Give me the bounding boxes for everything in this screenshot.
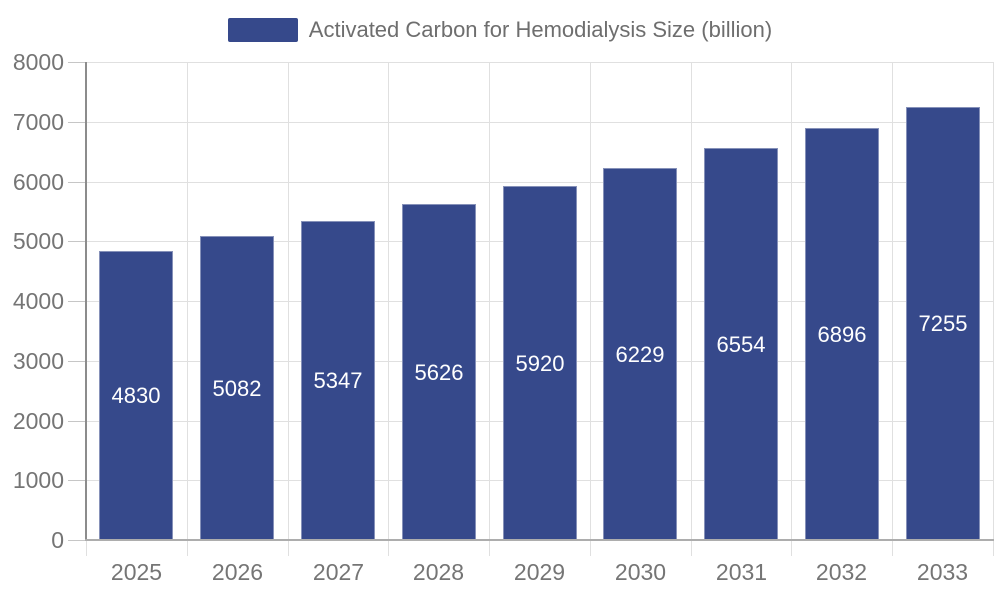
bar-value-label: 4830 bbox=[111, 383, 161, 408]
y-axis-tick bbox=[68, 361, 86, 362]
x-axis-label: 2028 bbox=[412, 559, 465, 585]
x-axis-label: 2025 bbox=[110, 559, 163, 585]
x-axis-line bbox=[85, 539, 994, 541]
x-gridline bbox=[187, 62, 188, 556]
bar-value-label: 5082 bbox=[212, 375, 262, 401]
x-axis-label: 2032 bbox=[815, 559, 868, 585]
x-axis-label: 2027 bbox=[312, 559, 365, 585]
y-axis-label: 7000 bbox=[12, 109, 64, 135]
x-gridline bbox=[691, 62, 692, 556]
y-axis-tick bbox=[68, 480, 86, 481]
bar[interactable]: 6229 bbox=[603, 168, 677, 540]
bar[interactable]: 5626 bbox=[402, 204, 476, 540]
y-axis-tick bbox=[68, 62, 86, 63]
y-axis-label: 5000 bbox=[12, 228, 64, 254]
y-axis-label: 6000 bbox=[12, 169, 64, 195]
x-gridline bbox=[489, 62, 490, 556]
y-axis-label: 2000 bbox=[12, 408, 64, 434]
y-axis-tick bbox=[68, 301, 86, 302]
x-axis-label: 2030 bbox=[614, 559, 667, 585]
x-gridline bbox=[388, 62, 389, 556]
bar[interactable]: 5920 bbox=[503, 186, 577, 540]
y-axis-label: 8000 bbox=[12, 49, 64, 75]
y-axis-label: 3000 bbox=[12, 348, 64, 374]
y-axis-label: 0 bbox=[51, 527, 64, 553]
x-axis-label: 2031 bbox=[715, 559, 768, 585]
legend-swatch-icon[interactable] bbox=[227, 18, 298, 42]
bar-value-label: 5347 bbox=[313, 368, 363, 393]
bar[interactable]: 7255 bbox=[906, 107, 980, 540]
y-axis-line bbox=[85, 62, 87, 540]
y-axis-tick bbox=[68, 182, 86, 183]
bar[interactable]: 4830 bbox=[99, 251, 173, 540]
x-gridline bbox=[993, 62, 994, 556]
legend-label[interactable]: Activated Carbon for Hemodialysis Size (… bbox=[308, 17, 773, 42]
bar-value-label: 6896 bbox=[817, 321, 867, 347]
bar[interactable]: 5347 bbox=[301, 221, 375, 540]
x-gridline bbox=[590, 62, 591, 556]
x-gridline bbox=[288, 62, 289, 556]
y-gridline bbox=[86, 122, 993, 123]
y-axis-tick bbox=[68, 122, 86, 123]
x-axis-label: 2029 bbox=[513, 559, 566, 585]
y-axis-label: 1000 bbox=[12, 467, 64, 493]
x-axis-label: 2026 bbox=[211, 559, 264, 585]
y-axis-tick bbox=[68, 540, 86, 541]
legend[interactable]: Activated Carbon for Hemodialysis Size (… bbox=[0, 17, 1000, 43]
y-axis-tick bbox=[68, 241, 86, 242]
bar[interactable]: 6896 bbox=[805, 128, 879, 540]
bar-value-label: 6229 bbox=[615, 341, 665, 367]
x-gridline bbox=[791, 62, 792, 556]
y-gridline bbox=[86, 182, 993, 183]
bar-value-label: 5626 bbox=[414, 359, 464, 385]
y-axis-label: 4000 bbox=[12, 288, 64, 314]
x-axis-label: 2033 bbox=[916, 559, 969, 585]
y-axis-tick bbox=[68, 421, 86, 422]
bar[interactable]: 6554 bbox=[704, 148, 778, 540]
bar[interactable]: 5082 bbox=[200, 236, 274, 540]
y-gridline bbox=[86, 62, 993, 63]
x-gridline bbox=[892, 62, 893, 556]
bar-value-label: 6554 bbox=[716, 331, 766, 357]
bar-value-label: 7255 bbox=[918, 311, 968, 336]
bar-value-label: 5920 bbox=[515, 350, 565, 376]
